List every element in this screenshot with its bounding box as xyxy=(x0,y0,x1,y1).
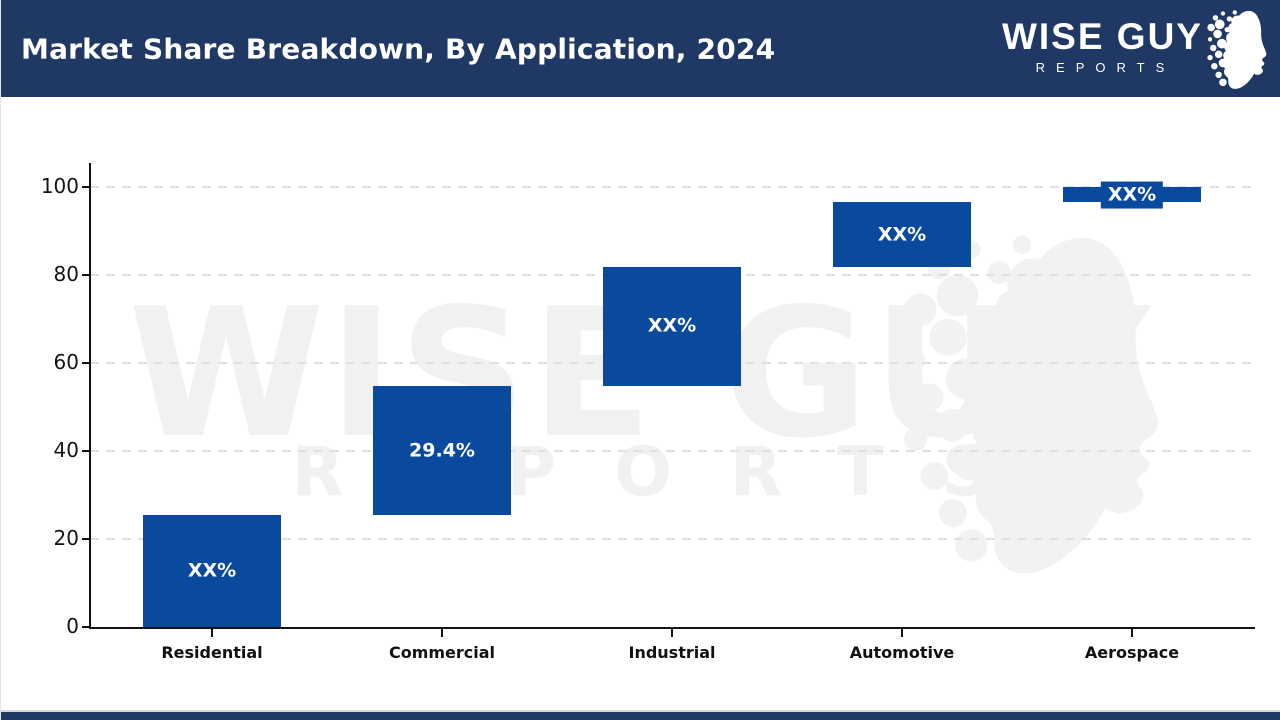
x-tick-commercial xyxy=(441,629,443,637)
wiseguy-head-icon xyxy=(1207,10,1267,89)
logo-subtext: REPORTS xyxy=(1035,60,1176,75)
y-tick-60 xyxy=(82,362,90,364)
x-tick-industrial xyxy=(671,629,673,637)
wiseguy-logo: WISE GUY REPORTS xyxy=(1002,0,1271,97)
y-tick-40 xyxy=(82,450,90,452)
x-tick-automotive xyxy=(901,629,903,637)
chart-title: Market Share Breakdown, By Application, … xyxy=(21,32,776,65)
y-tick-label-40: 40 xyxy=(53,438,79,462)
y-tick-20 xyxy=(82,538,90,540)
gridline-40 xyxy=(90,450,1254,452)
x-tick-aerospace xyxy=(1131,629,1133,637)
x-axis-line xyxy=(89,627,1255,629)
footer-bar xyxy=(1,712,1280,720)
x-tick-label-industrial: Industrial xyxy=(628,643,716,662)
plot-area: WISE GUY REPORTS 0 20 40 60 80 100 XX% Resident… xyxy=(1,97,1280,712)
x-tick-label-automotive: Automotive xyxy=(849,643,955,662)
logo-wordmark: WISE GUY xyxy=(1001,16,1203,57)
bar-label-aerospace: XX% xyxy=(1100,181,1164,209)
gridline-100 xyxy=(90,186,1254,188)
y-tick-label-100: 100 xyxy=(40,174,79,198)
y-tick-100 xyxy=(82,186,90,188)
x-tick-residential xyxy=(211,629,213,637)
y-tick-label-20: 20 xyxy=(53,526,79,550)
header: Market Share Breakdown, By Application, … xyxy=(1,0,1280,97)
y-axis-line xyxy=(89,163,91,629)
watermark-head-icon xyxy=(904,235,1159,574)
y-tick-label-0: 0 xyxy=(66,614,79,638)
x-tick-label-commercial: Commercial xyxy=(388,643,496,662)
bar-label-commercial: 29.4% xyxy=(402,437,482,464)
plot-layer: 0 20 40 60 80 100 XX% Residential 29.4% Commercia… xyxy=(1,97,1280,710)
x-tick-label-residential: Residential xyxy=(161,643,263,662)
x-tick-label-aerospace: Aerospace xyxy=(1084,643,1180,662)
bar-label-residential: XX% xyxy=(180,557,244,585)
y-tick-label-60: 60 xyxy=(53,350,79,374)
gridline-20 xyxy=(90,538,1254,540)
y-tick-0 xyxy=(82,626,90,628)
y-tick-80 xyxy=(82,274,90,276)
y-tick-label-80: 80 xyxy=(53,262,79,286)
bar-label-industrial: XX% xyxy=(640,313,704,340)
bar-label-automotive: XX% xyxy=(870,221,934,249)
